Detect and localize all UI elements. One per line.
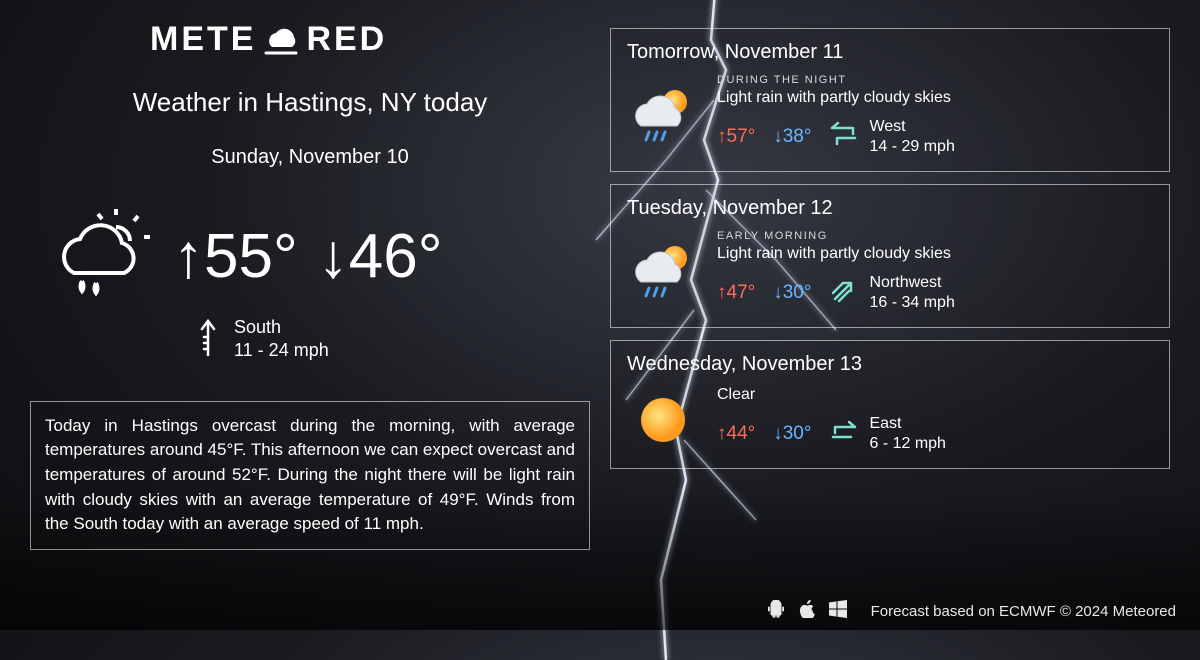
today-weather-icon bbox=[50, 209, 155, 304]
forecast-low: ↓38° bbox=[773, 126, 811, 148]
wind-speed: 11 - 24 mph bbox=[234, 339, 329, 362]
forecast-card: Tomorrow, November 11 DURING THE NIGHT L… bbox=[610, 28, 1170, 172]
windows-icon bbox=[829, 600, 847, 622]
today-conditions: ↑55° ↓46° bbox=[30, 209, 590, 304]
forecast-high: ↑57° bbox=[717, 126, 755, 148]
forecast-description: Light rain with partly cloudy skies bbox=[717, 245, 1153, 263]
low-temp: ↓46° bbox=[318, 221, 443, 292]
forecast-wind-dir: Northwest bbox=[869, 273, 954, 293]
forecast-wind-speed: 6 - 12 mph bbox=[869, 434, 945, 454]
forecast-date: Wednesday, November 13 bbox=[627, 353, 1153, 376]
forecast-period: EARLY MORNING bbox=[717, 230, 1153, 242]
forecast-date: Tuesday, November 12 bbox=[627, 197, 1153, 220]
forecast-weather-icon bbox=[627, 240, 699, 304]
forecast-period: DURING THE NIGHT bbox=[717, 74, 1153, 86]
wind-icon bbox=[194, 317, 222, 362]
logo-cloud-icon bbox=[262, 25, 300, 55]
forecast-card: Wednesday, November 13 Clear ↑44° ↓30° E… bbox=[610, 340, 1170, 469]
logo-text-right: RED bbox=[306, 20, 387, 59]
forecast-wind-icon bbox=[829, 275, 859, 311]
forecast-low: ↓30° bbox=[773, 282, 811, 304]
forecast-wind-dir: East bbox=[869, 414, 945, 434]
forecast-wind-speed: 16 - 34 mph bbox=[869, 293, 954, 313]
forecast-wind-speed: 14 - 29 mph bbox=[869, 137, 954, 157]
arrow-down-icon: ↓ bbox=[318, 222, 349, 291]
forecast-card: Tuesday, November 12 EARLY MORNING Light… bbox=[610, 184, 1170, 328]
forecast-description: Light rain with partly cloudy skies bbox=[717, 89, 1153, 107]
brand-logo: METE RED bbox=[30, 20, 590, 59]
wind-direction: South bbox=[234, 316, 329, 339]
forecast-weather-icon bbox=[627, 84, 699, 148]
forecast-wind-icon bbox=[829, 419, 859, 449]
forecast-low: ↓30° bbox=[773, 423, 811, 445]
forecast-list: Tomorrow, November 11 DURING THE NIGHT L… bbox=[590, 20, 1170, 620]
today-temps: ↑55° ↓46° bbox=[173, 221, 443, 292]
arrow-up-icon: ↑ bbox=[173, 222, 204, 291]
logo-text-left: METE bbox=[150, 20, 256, 59]
footer-text: Forecast based on ECMWF © 2024 Meteored bbox=[871, 603, 1176, 620]
high-temp: ↑55° bbox=[173, 221, 298, 292]
today-wind: South 11 - 24 mph bbox=[30, 316, 590, 363]
footer: Forecast based on ECMWF © 2024 Meteored bbox=[0, 600, 1200, 622]
forecast-wind-icon bbox=[829, 120, 859, 154]
summary-text: Today in Hastings overcast during the mo… bbox=[30, 401, 590, 550]
forecast-high: ↑44° bbox=[717, 423, 755, 445]
today-date: Sunday, November 10 bbox=[30, 146, 590, 169]
page-title: Weather in Hastings, NY today bbox=[30, 87, 590, 118]
android-icon bbox=[767, 600, 785, 622]
forecast-date: Tomorrow, November 11 bbox=[627, 41, 1153, 64]
forecast-high: ↑47° bbox=[717, 282, 755, 304]
forecast-description: Clear bbox=[717, 386, 1153, 404]
forecast-weather-icon bbox=[627, 388, 699, 452]
apple-icon bbox=[799, 600, 815, 622]
forecast-wind-dir: West bbox=[869, 117, 954, 137]
